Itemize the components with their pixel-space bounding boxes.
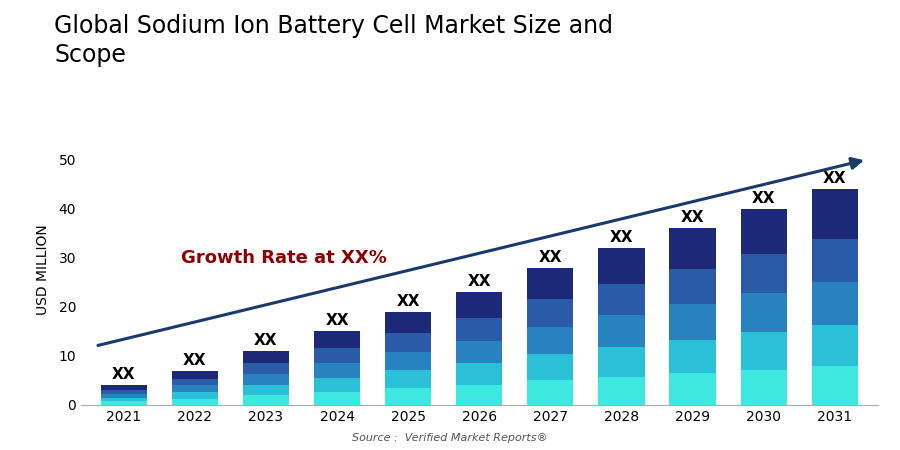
Bar: [670, 304, 716, 340]
Y-axis label: USD MILLION: USD MILLION: [36, 225, 50, 315]
Bar: [172, 399, 218, 405]
Text: Source :  Verified Market Reports®: Source : Verified Market Reports®: [352, 433, 548, 443]
Text: Global Sodium Ion Battery Cell Market Size and
Scope: Global Sodium Ion Battery Cell Market Si…: [54, 14, 613, 67]
Bar: [598, 248, 644, 284]
Bar: [741, 254, 787, 293]
Text: XX: XX: [396, 294, 420, 309]
Bar: [172, 385, 218, 392]
Bar: [314, 378, 360, 392]
Bar: [598, 347, 644, 377]
Bar: [456, 385, 502, 405]
Bar: [101, 394, 147, 398]
Bar: [812, 325, 858, 366]
Bar: [385, 370, 431, 388]
Bar: [598, 377, 644, 405]
Bar: [812, 238, 858, 282]
Bar: [527, 380, 573, 405]
Bar: [172, 378, 218, 385]
Bar: [385, 388, 431, 405]
Bar: [456, 318, 502, 341]
Bar: [101, 401, 147, 405]
Bar: [385, 333, 431, 352]
Bar: [385, 312, 431, 333]
Text: XX: XX: [824, 171, 847, 186]
Bar: [527, 268, 573, 299]
Bar: [527, 327, 573, 354]
Bar: [385, 352, 431, 370]
Text: XX: XX: [538, 250, 562, 265]
Bar: [527, 354, 573, 380]
Text: XX: XX: [680, 210, 705, 225]
Bar: [101, 385, 147, 390]
Text: XX: XX: [609, 230, 634, 245]
Bar: [243, 374, 289, 385]
Bar: [243, 385, 289, 395]
Text: XX: XX: [112, 367, 135, 382]
Bar: [598, 315, 644, 347]
Bar: [456, 363, 502, 385]
Bar: [812, 189, 858, 239]
Text: XX: XX: [325, 313, 349, 328]
Bar: [527, 299, 573, 327]
Bar: [101, 390, 147, 394]
Bar: [243, 395, 289, 405]
Bar: [812, 282, 858, 325]
Bar: [670, 340, 716, 373]
Bar: [741, 333, 787, 369]
Bar: [172, 392, 218, 399]
Bar: [670, 228, 716, 269]
Bar: [741, 369, 787, 405]
Bar: [172, 371, 218, 378]
Bar: [741, 209, 787, 254]
Bar: [741, 293, 787, 333]
Text: XX: XX: [254, 333, 278, 348]
Text: XX: XX: [467, 274, 491, 289]
Bar: [314, 348, 360, 363]
Text: XX: XX: [183, 353, 206, 368]
Bar: [243, 364, 289, 374]
Bar: [314, 392, 360, 405]
Bar: [243, 351, 289, 364]
Bar: [670, 269, 716, 304]
Bar: [598, 284, 644, 315]
Bar: [456, 292, 502, 318]
Bar: [812, 366, 858, 405]
Bar: [456, 341, 502, 363]
Bar: [101, 398, 147, 401]
Text: Growth Rate at XX%: Growth Rate at XX%: [181, 249, 386, 267]
Bar: [314, 331, 360, 348]
Text: XX: XX: [752, 191, 776, 206]
Bar: [670, 373, 716, 405]
Bar: [314, 363, 360, 378]
